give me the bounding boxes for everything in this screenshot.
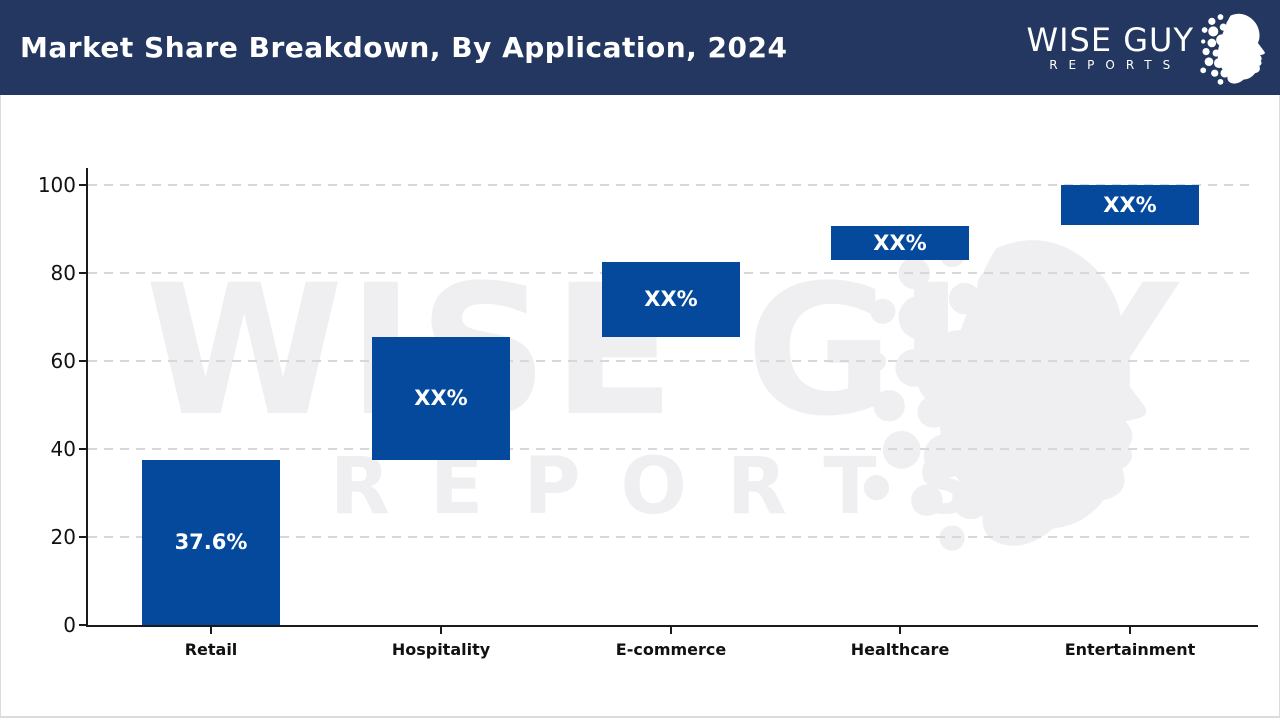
y-tick-label: 0 xyxy=(63,613,76,637)
x-tick-mark xyxy=(440,627,442,634)
x-category-label: Hospitality xyxy=(391,640,491,659)
x-axis-spine xyxy=(86,625,1258,627)
x-category-label: Entertainment xyxy=(1064,640,1196,659)
waterfall-bar-entertainment: XX% xyxy=(1061,185,1199,225)
brand-logo: WISE GUY REPORTS xyxy=(1026,8,1268,88)
y-gridline xyxy=(88,536,1254,538)
waterfall-bar-e-commerce: XX% xyxy=(602,262,740,337)
y-tick-label: 100 xyxy=(37,173,76,197)
waterfall-bar-healthcare: XX% xyxy=(831,225,969,260)
bar-value-label: XX% xyxy=(873,230,927,255)
page-border-bottom xyxy=(0,716,1280,718)
x-category-label: Retail xyxy=(184,640,238,659)
y-tick-label: 80 xyxy=(50,261,76,285)
x-category-label: Healthcare xyxy=(850,640,950,659)
y-tick-label: 20 xyxy=(50,525,76,549)
brand-head-icon xyxy=(1196,8,1268,88)
y-tick-mark xyxy=(79,624,87,626)
header-bar: Market Share Breakdown, By Application, … xyxy=(0,0,1280,95)
y-tick-mark xyxy=(79,360,87,362)
bar-value-label: XX% xyxy=(1103,192,1157,217)
y-tick-mark xyxy=(79,448,87,450)
y-gridline xyxy=(88,360,1254,362)
chart-title: Market Share Breakdown, By Application, … xyxy=(20,31,788,64)
y-tick-mark xyxy=(79,184,87,186)
brand-name: WISE GUY xyxy=(1026,20,1194,59)
waterfall-bar-retail: 37.6% xyxy=(142,459,280,625)
page-border-left xyxy=(0,95,1,718)
x-tick-mark xyxy=(899,627,901,634)
x-tick-mark xyxy=(1129,627,1131,634)
y-axis-spine xyxy=(86,168,88,627)
y-gridline xyxy=(88,448,1254,450)
waterfall-bar-hospitality: XX% xyxy=(372,336,510,460)
x-category-label: E-commerce xyxy=(615,640,727,659)
y-tick-label: 40 xyxy=(50,437,76,461)
y-tick-mark xyxy=(79,536,87,538)
y-tick-label: 60 xyxy=(50,349,76,373)
x-tick-mark xyxy=(670,627,672,634)
x-tick-mark xyxy=(210,627,212,634)
watermark-head-icon xyxy=(845,215,1160,565)
bar-value-label: XX% xyxy=(414,386,468,411)
y-gridline xyxy=(88,184,1254,186)
brand-text: WISE GUY REPORTS xyxy=(1026,20,1194,73)
bar-value-label: XX% xyxy=(644,287,698,312)
brand-subtitle: REPORTS xyxy=(1049,58,1182,73)
bar-value-label: 37.6% xyxy=(174,530,248,555)
y-tick-mark xyxy=(79,272,87,274)
